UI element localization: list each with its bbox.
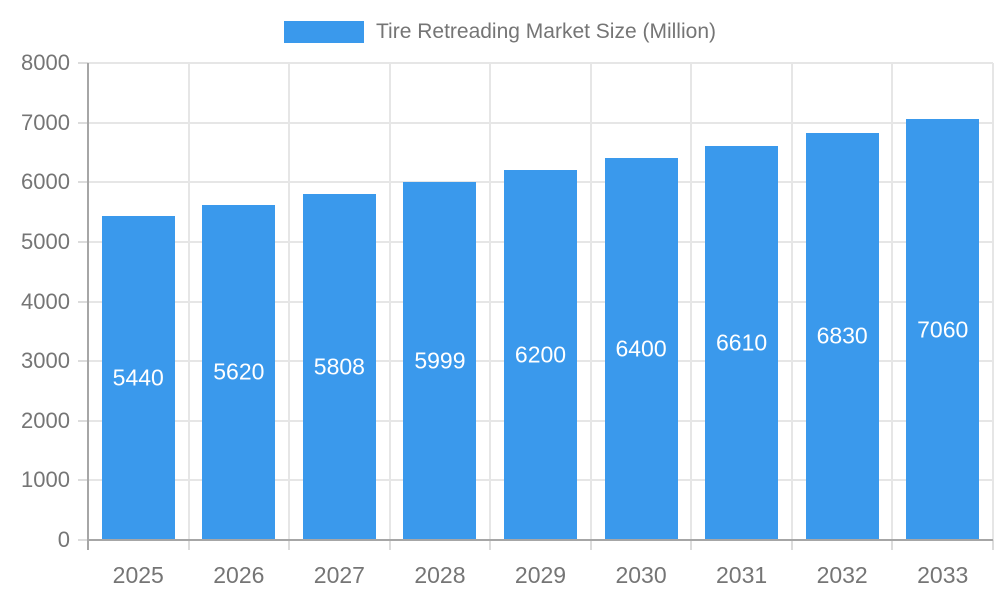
- x-gridline: [891, 63, 894, 540]
- x-axis-line: [88, 539, 993, 541]
- y-tick: [78, 419, 88, 422]
- bar-value-label: 5620: [213, 358, 265, 385]
- y-tick: [78, 539, 88, 541]
- y-axis-label: 8000: [21, 50, 70, 75]
- bar[interactable]: 5999: [403, 182, 477, 540]
- y-tick: [78, 240, 88, 243]
- y-gridline: [88, 62, 993, 64]
- y-axis-line: [87, 63, 89, 550]
- y-axis-label: 7000: [21, 109, 70, 135]
- bar-value-label: 6610: [716, 329, 768, 356]
- bar[interactable]: 7060: [906, 119, 980, 540]
- y-axis-label: 6000: [21, 169, 70, 195]
- x-axis-label: 2025: [112, 562, 164, 588]
- y-tick: [78, 121, 88, 124]
- bar-value-label: 6830: [816, 322, 868, 349]
- x-axis-label: 2028: [414, 562, 466, 588]
- x-axis-label: 2033: [917, 562, 969, 588]
- y-tick: [78, 62, 88, 64]
- bar[interactable]: 6610: [705, 145, 779, 540]
- y-tick: [78, 300, 88, 303]
- x-axis-label: 2032: [816, 562, 868, 588]
- x-gridline: [288, 63, 291, 540]
- x-tick: [992, 540, 994, 550]
- legend-label: Tire Retreading Market Size (Million): [376, 20, 716, 43]
- x-gridline: [589, 63, 592, 540]
- bar-value-label: 5999: [414, 347, 466, 374]
- x-gridline: [992, 63, 994, 540]
- y-axis-label: 0: [57, 527, 70, 552]
- x-tick: [187, 540, 190, 550]
- bar[interactable]: 6200: [504, 170, 577, 540]
- y-gridline: [88, 121, 993, 124]
- x-gridline: [388, 63, 391, 540]
- bar[interactable]: 5808: [302, 193, 376, 540]
- chart-legend[interactable]: Tire Retreading Market Size (Million): [0, 21, 1000, 43]
- y-axis-label: 5000: [21, 228, 70, 254]
- y-axis-label: 3000: [21, 348, 70, 374]
- y-tick: [78, 360, 88, 363]
- y-tick: [78, 479, 88, 482]
- x-axis-label: 2026: [213, 562, 265, 588]
- x-tick: [690, 540, 693, 550]
- x-tick: [790, 540, 793, 550]
- bar-value-label: 7060: [917, 316, 969, 343]
- x-tick: [388, 540, 391, 550]
- bar-value-label: 5440: [112, 364, 164, 391]
- bar[interactable]: 6830: [805, 132, 879, 540]
- x-tick: [489, 540, 492, 550]
- y-axis-label: 2000: [21, 407, 70, 433]
- legend-swatch[interactable]: [284, 21, 364, 43]
- x-axis-label: 2027: [313, 562, 365, 588]
- bar[interactable]: 6400: [604, 158, 678, 540]
- y-axis-label: 1000: [21, 467, 70, 493]
- y-tick: [78, 181, 88, 184]
- x-tick: [288, 540, 291, 550]
- bar[interactable]: 5620: [202, 204, 276, 540]
- x-gridline: [790, 63, 793, 540]
- x-tick: [589, 540, 592, 550]
- x-gridline: [187, 63, 190, 540]
- x-axis-label: 2029: [514, 562, 567, 588]
- y-axis-label: 4000: [21, 288, 70, 314]
- bar-value-label: 6400: [615, 335, 667, 362]
- x-gridline: [489, 63, 492, 540]
- x-tick: [891, 540, 894, 550]
- bar[interactable]: 5440: [101, 215, 175, 540]
- bar-value-label: 5808: [313, 353, 365, 380]
- bar-value-label: 6200: [514, 341, 567, 368]
- x-axis-label: 2031: [716, 562, 768, 588]
- x-gridline: [690, 63, 693, 540]
- x-axis-label: 2030: [615, 562, 667, 588]
